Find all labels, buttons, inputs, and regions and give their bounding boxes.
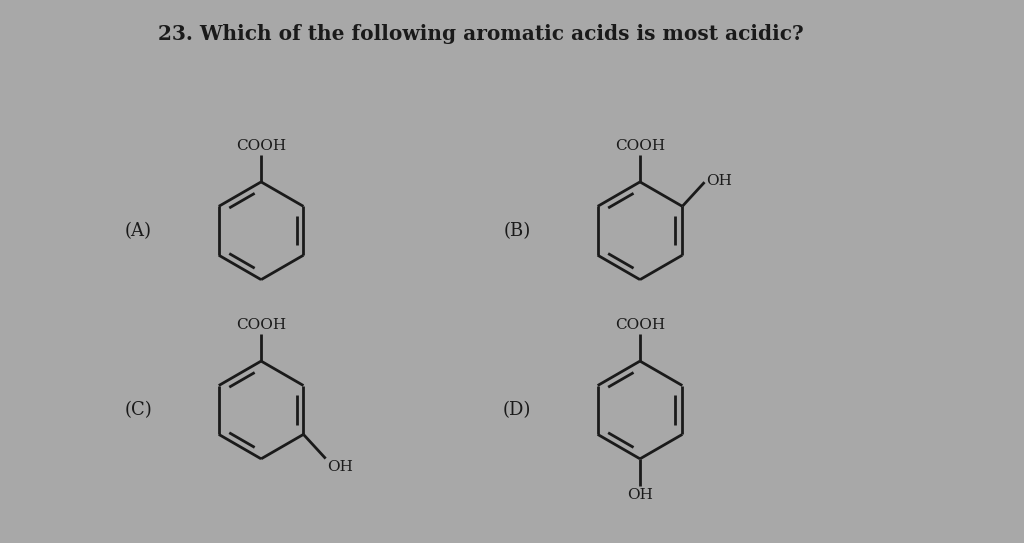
Text: OH: OH xyxy=(627,488,653,502)
Text: (C): (C) xyxy=(124,401,153,419)
Text: COOH: COOH xyxy=(237,139,286,153)
Text: (A): (A) xyxy=(125,222,152,240)
Text: COOH: COOH xyxy=(237,318,286,332)
Text: OH: OH xyxy=(706,174,732,188)
Text: (D): (D) xyxy=(503,401,531,419)
Text: 23. Which of the following aromatic acids is most acidic?: 23. Which of the following aromatic acid… xyxy=(159,24,804,45)
Text: (B): (B) xyxy=(504,222,530,240)
Text: COOH: COOH xyxy=(615,139,665,153)
Text: COOH: COOH xyxy=(615,318,665,332)
Text: OH: OH xyxy=(327,460,353,474)
